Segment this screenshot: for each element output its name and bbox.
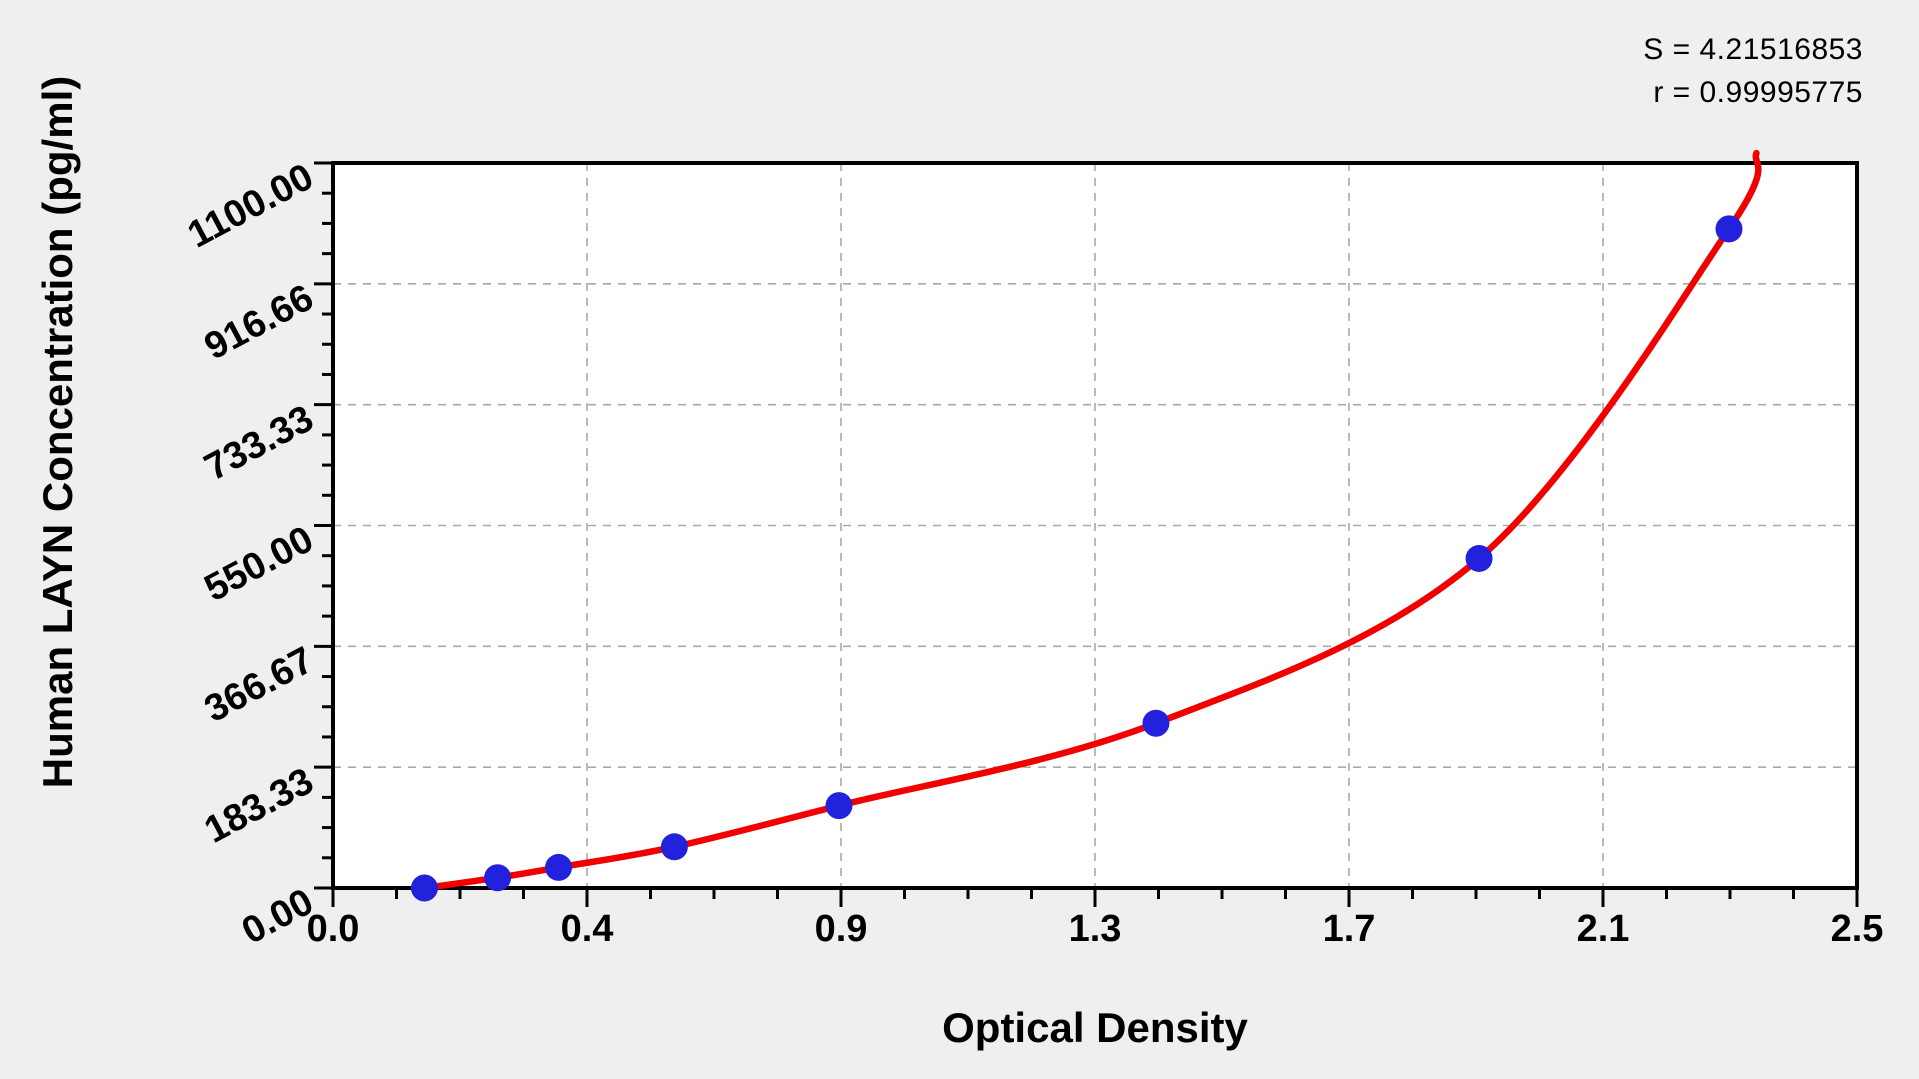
fit-r-value: r = 0.99995775 [1653,76,1863,109]
x-tick-label: 1.3 [1069,908,1122,950]
data-point-marker [825,792,853,820]
x-tick-label: 2.5 [1831,908,1884,950]
y-tick-label: 550.00 [198,518,320,610]
fit-statistics: S = 4.21516853 r = 0.99995775 [1643,28,1863,114]
plot-border [331,161,1859,890]
data-point-marker [1142,709,1170,737]
data-point-marker [1715,215,1743,243]
data-point-marker [660,833,688,861]
y-tick-label: 1100.00 [181,156,320,257]
x-tick-label: 0.9 [815,908,868,950]
data-point-marker [410,874,438,902]
data-point-marker [545,853,573,881]
x-tick-label: 1.7 [1323,908,1376,950]
x-tick-label: 0.0 [307,908,360,950]
x-tick-label: 2.1 [1577,908,1630,950]
y-tick-label: 183.33 [198,760,320,852]
y-tick-label: 366.67 [198,639,320,731]
x-tick-label: 0.4 [561,908,614,950]
fit-s-value: S = 4.21516853 [1643,33,1863,66]
x-axis-title: Optical Density [942,1004,1248,1051]
data-point-marker [1465,544,1493,572]
data-point-marker [484,864,512,892]
y-tick-label: 916.66 [198,277,320,369]
y-tick-label: 733.33 [198,398,320,490]
